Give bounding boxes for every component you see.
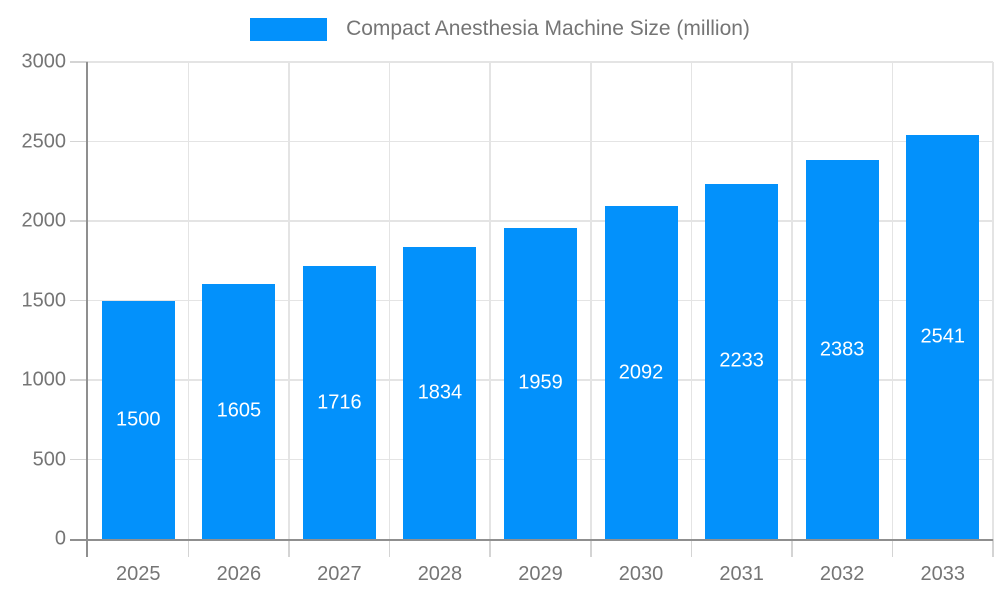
plot-area: 1500 1605 1716 1834 1959 2092 2233 2383 2541 (88, 61, 994, 539)
y-axis-label: 3000 (21, 50, 67, 73)
bar-value-label: 1716 (317, 391, 362, 414)
y-axis-tick (70, 299, 88, 302)
x-axis-tick (690, 539, 693, 557)
x-axis-label: 2029 (518, 563, 563, 585)
x-axis-label: 2026 (216, 563, 262, 585)
bar-2031[interactable] (705, 183, 779, 539)
gridline-vertical (690, 62, 693, 539)
gridline-vertical (791, 62, 793, 539)
x-axis-label: 2027 (317, 563, 362, 585)
y-axis-label: 500 (32, 448, 66, 470)
bar-value-label: 1834 (417, 381, 463, 404)
legend[interactable]: Compact Anesthesia Machine Size (million… (0, 17, 1000, 41)
y-axis-tick (70, 61, 88, 63)
x-axis-label: 2032 (819, 563, 865, 585)
x-axis-label: 2030 (618, 563, 664, 585)
bar-value-label: 2383 (819, 338, 865, 361)
bar-2029[interactable] (504, 227, 577, 539)
x-axis-label: 2031 (719, 563, 764, 585)
bar-2025[interactable] (101, 300, 175, 539)
x-axis-tick (891, 539, 894, 557)
y-axis-label: 1500 (21, 289, 67, 311)
gridline-vertical (288, 62, 290, 539)
bar-value-label: 1605 (216, 399, 262, 422)
gridline-horizontal (88, 220, 993, 222)
y-axis-tick (70, 140, 88, 143)
x-axis-tick (388, 539, 391, 557)
bar-2027[interactable] (302, 266, 376, 539)
y-axis-line (86, 62, 88, 557)
x-axis-tick (187, 539, 190, 557)
x-axis-tick (590, 539, 592, 557)
x-axis-tick (992, 539, 994, 557)
gridline-vertical (891, 62, 894, 539)
x-axis-tick (489, 539, 491, 557)
y-axis-tick (70, 379, 88, 381)
y-axis-tick (70, 220, 88, 222)
y-axis-tick (70, 458, 88, 461)
x-axis-label: 2033 (920, 563, 965, 585)
legend-label: Compact Anesthesia Machine Size (million… (346, 17, 750, 40)
x-axis-line (70, 539, 993, 541)
x-axis-label: 2025 (116, 563, 161, 585)
bar-value-label: 2233 (719, 349, 764, 372)
bar-2032[interactable] (805, 160, 879, 539)
x-axis-label: 2028 (417, 563, 463, 585)
bar-2030[interactable] (604, 206, 678, 539)
gridline-horizontal (88, 140, 993, 143)
x-axis-tick (288, 539, 290, 557)
y-axis-label: 2500 (21, 130, 67, 152)
bar-2033[interactable] (906, 134, 980, 539)
y-axis-label: 0 (54, 527, 66, 550)
bar-value-label: 2092 (618, 361, 664, 384)
gridline-vertical (388, 62, 391, 539)
bar-value-label: 2541 (920, 325, 965, 348)
bar-value-label: 1959 (518, 371, 563, 394)
y-axis-label: 2000 (21, 209, 67, 232)
gridline-horizontal (88, 61, 993, 63)
gridline-vertical (187, 62, 190, 539)
bar-2026[interactable] (202, 283, 276, 539)
x-axis-tick (791, 539, 793, 557)
gridline-vertical (590, 62, 592, 539)
gridline-vertical (489, 62, 491, 539)
gridline-vertical (992, 62, 994, 539)
y-axis-label: 1000 (21, 368, 67, 391)
legend-swatch (250, 17, 328, 41)
bar-value-label: 1500 (116, 408, 161, 431)
bar-2028[interactable] (403, 247, 477, 539)
